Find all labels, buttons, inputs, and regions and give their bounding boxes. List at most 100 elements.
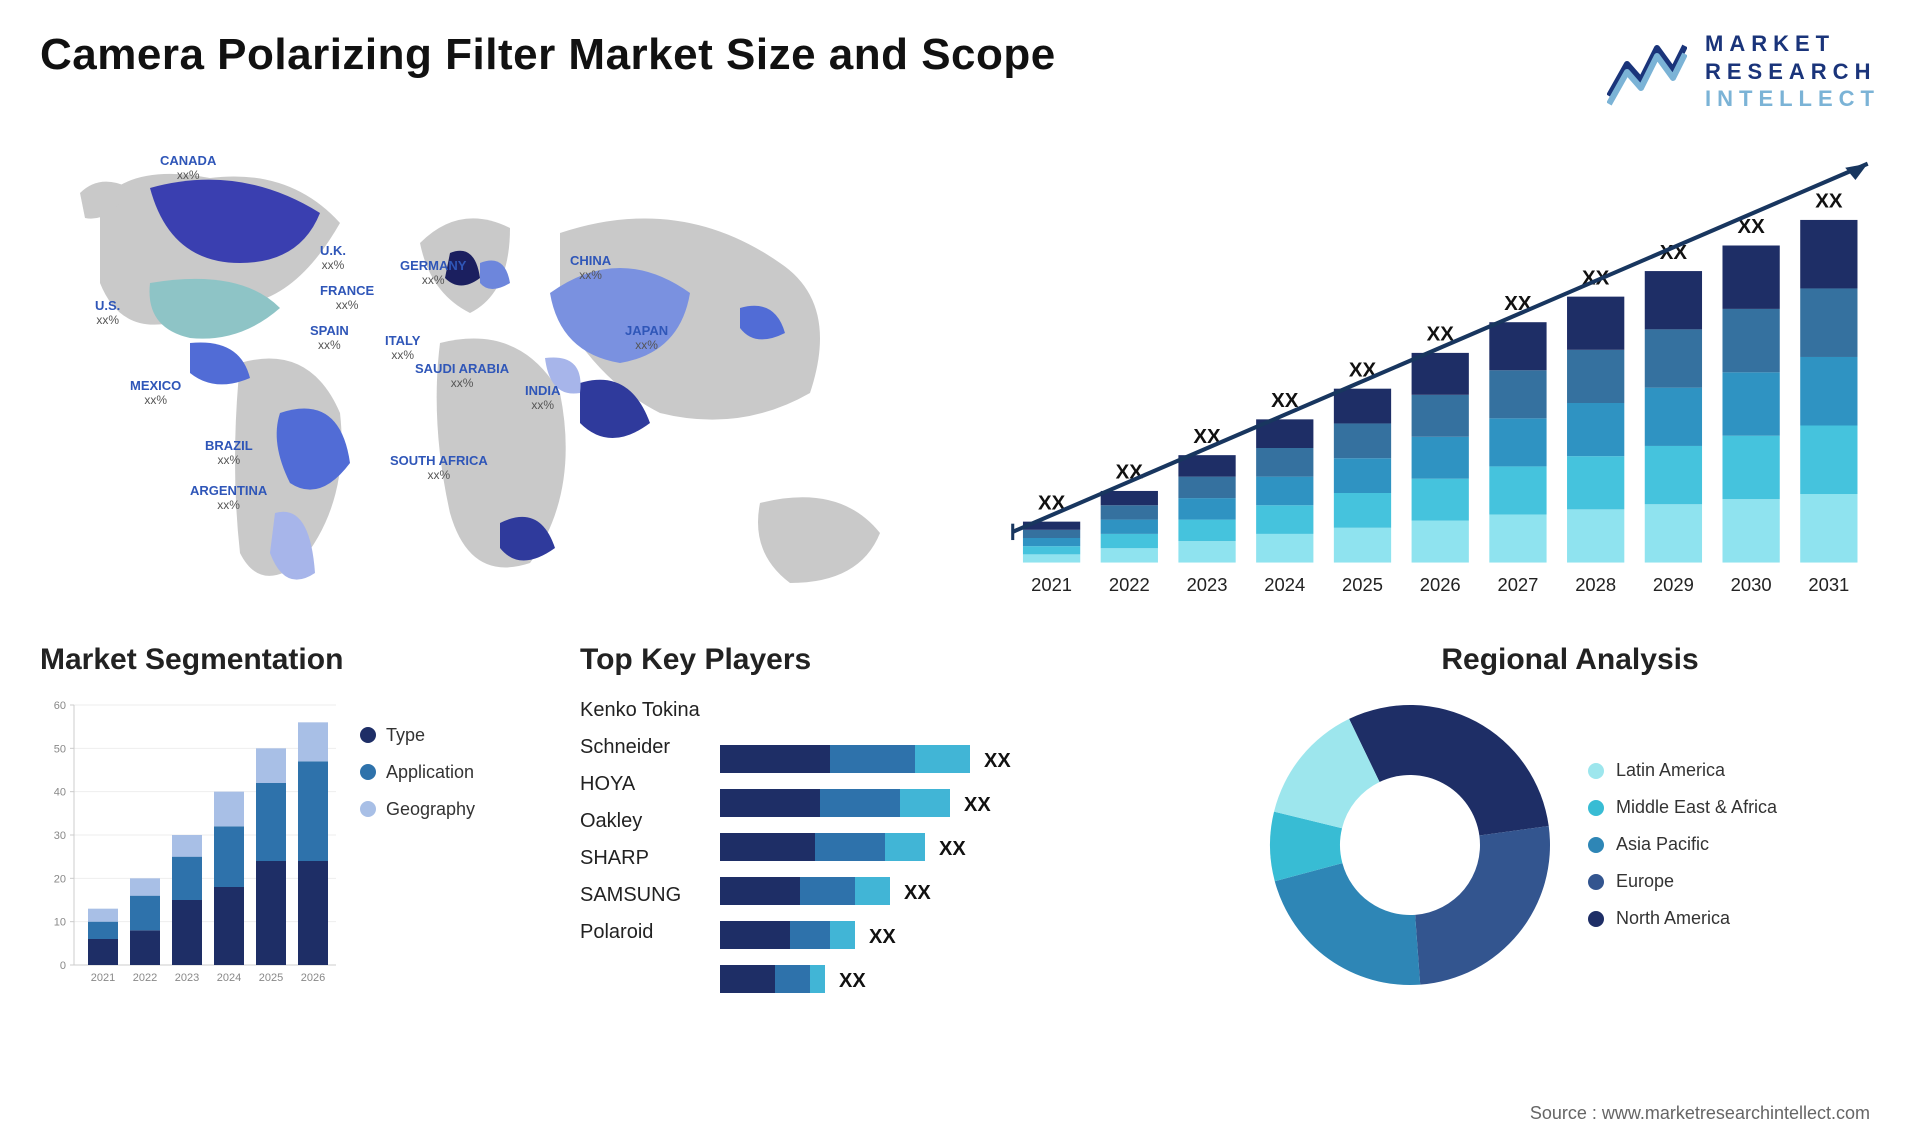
svg-text:2028: 2028 — [1575, 574, 1616, 595]
svg-text:XX: XX — [1815, 189, 1843, 212]
country-label: BRAZILxx% — [205, 438, 253, 467]
legend-label: Geography — [386, 799, 475, 820]
regional-content: Latin America Middle East & Africa Asia Pa… — [1260, 695, 1880, 995]
svg-text:XX: XX — [904, 882, 931, 904]
segmentation-panel: Market Segmentation 01020304050602021202… — [40, 643, 540, 995]
page: Camera Polarizing Filter Market Size and… — [0, 0, 1920, 1146]
segmentation-title: Market Segmentation — [40, 643, 540, 677]
legend-label: Asia Pacific — [1616, 834, 1709, 855]
svg-text:XX: XX — [964, 794, 991, 816]
country-label: SAUDI ARABIAxx% — [415, 361, 509, 390]
svg-text:0: 0 — [60, 960, 66, 972]
svg-text:40: 40 — [54, 786, 66, 798]
country-label: CHINAxx% — [570, 253, 611, 282]
player-name: Kenko Tokina — [580, 699, 700, 722]
svg-text:2024: 2024 — [217, 972, 241, 984]
svg-text:10: 10 — [54, 916, 66, 928]
country-label: U.S.xx% — [95, 298, 120, 327]
svg-text:50: 50 — [54, 743, 66, 755]
svg-text:XX: XX — [839, 970, 866, 992]
svg-text:XX: XX — [939, 838, 966, 860]
brand-logo: MARKET RESEARCH INTELLECT — [1607, 30, 1880, 113]
legend-swatch — [360, 764, 376, 780]
svg-text:20: 20 — [54, 873, 66, 885]
page-title: Camera Polarizing Filter Market Size and… — [40, 30, 1056, 80]
player-name: SHARP — [580, 847, 700, 870]
source-text: Source : www.marketresearchintellect.com — [1530, 1103, 1870, 1124]
header: Camera Polarizing Filter Market Size and… — [40, 30, 1880, 113]
country-label: SOUTH AFRICAxx% — [390, 453, 488, 482]
svg-text:2026: 2026 — [1420, 574, 1461, 595]
legend-item: Geography — [360, 799, 475, 820]
player-name: Polaroid — [580, 921, 700, 944]
svg-text:2029: 2029 — [1653, 574, 1694, 595]
legend-label: Latin America — [1616, 760, 1725, 781]
legend-swatch — [1588, 763, 1604, 779]
legend-item: Latin America — [1588, 760, 1777, 781]
country-label: U.K.xx% — [320, 243, 346, 272]
player-name: HOYA — [580, 773, 700, 796]
svg-text:2022: 2022 — [1109, 574, 1150, 595]
svg-text:2022: 2022 — [133, 972, 157, 984]
legend-label: North America — [1616, 908, 1730, 929]
svg-text:XX: XX — [869, 926, 896, 948]
legend-label: Type — [386, 725, 425, 746]
legend-swatch — [1588, 911, 1604, 927]
world-map-panel: CANADAxx% U.S.xx% MEXICOxx% BRAZILxx% ARGENT… — [40, 133, 940, 613]
growth-chart-panel: XX2021XX2022XX2023XX2024XX2025XX2026XX20… — [980, 133, 1880, 613]
legend-label: Application — [386, 762, 474, 783]
regional-panel: Regional Analysis Latin America Middle Ea… — [1260, 643, 1880, 995]
top-row: CANADAxx% U.S.xx% MEXICOxx% BRAZILxx% ARGENT… — [40, 133, 1880, 613]
legend-item: Application — [360, 762, 475, 783]
bottom-row: Market Segmentation 01020304050602021202… — [40, 643, 1880, 995]
legend-label: Middle East & Africa — [1616, 797, 1777, 818]
player-name: Schneider — [580, 736, 700, 759]
legend-swatch — [360, 801, 376, 817]
svg-text:XX: XX — [984, 750, 1011, 772]
country-label: FRANCExx% — [320, 283, 374, 312]
legend-swatch — [1588, 800, 1604, 816]
logo-line3: INTELLECT — [1705, 85, 1880, 113]
svg-text:2027: 2027 — [1497, 574, 1538, 595]
legend-swatch — [1588, 837, 1604, 853]
legend-swatch — [360, 727, 376, 743]
players-title: Top Key Players — [580, 643, 1220, 677]
legend-label: Europe — [1616, 871, 1674, 892]
svg-text:2026: 2026 — [301, 972, 325, 984]
legend-item: Middle East & Africa — [1588, 797, 1777, 818]
player-name: Oakley — [580, 810, 700, 833]
svg-text:2024: 2024 — [1264, 574, 1305, 595]
segmentation-legend: Type Application Geography — [360, 695, 475, 995]
country-label: ITALYxx% — [385, 333, 420, 362]
country-label: ARGENTINAxx% — [190, 483, 267, 512]
segmentation-chart: 0102030405060202120222023202420252026 — [40, 695, 340, 995]
logo-line1: MARKET — [1705, 30, 1880, 58]
svg-text:2021: 2021 — [1031, 574, 1072, 595]
regional-legend: Latin America Middle East & Africa Asia Pa… — [1588, 760, 1777, 929]
country-label: GERMANYxx% — [400, 258, 466, 287]
segmentation-content: 0102030405060202120222023202420252026 Ty… — [40, 695, 540, 995]
country-label: MEXICOxx% — [130, 378, 181, 407]
country-label: JAPANxx% — [625, 323, 668, 352]
svg-text:2023: 2023 — [175, 972, 199, 984]
svg-text:2025: 2025 — [1342, 574, 1383, 595]
players-panel: Top Key Players Kenko Tokina Schneider HOY… — [580, 643, 1220, 995]
legend-item: Asia Pacific — [1588, 834, 1777, 855]
players-chart: XXXXXXXXXXXX — [720, 695, 1220, 995]
growth-chart: XX2021XX2022XX2023XX2024XX2025XX2026XX20… — [980, 133, 1880, 624]
legend-item: Europe — [1588, 871, 1777, 892]
svg-text:60: 60 — [54, 700, 66, 712]
legend-item: North America — [1588, 908, 1777, 929]
svg-text:2023: 2023 — [1187, 574, 1228, 595]
svg-text:2030: 2030 — [1731, 574, 1772, 595]
logo-line2: RESEARCH — [1705, 58, 1880, 86]
legend-item: Type — [360, 725, 475, 746]
player-name: SAMSUNG — [580, 884, 700, 907]
regional-title: Regional Analysis — [1260, 643, 1880, 677]
legend-swatch — [1588, 874, 1604, 890]
svg-text:2021: 2021 — [91, 972, 115, 984]
country-label: CANADAxx% — [160, 153, 216, 182]
players-names: Kenko Tokina Schneider HOYA Oakley SHARP SAMS… — [580, 695, 700, 995]
country-label: INDIAxx% — [525, 383, 560, 412]
logo-text: MARKET RESEARCH INTELLECT — [1705, 30, 1880, 113]
